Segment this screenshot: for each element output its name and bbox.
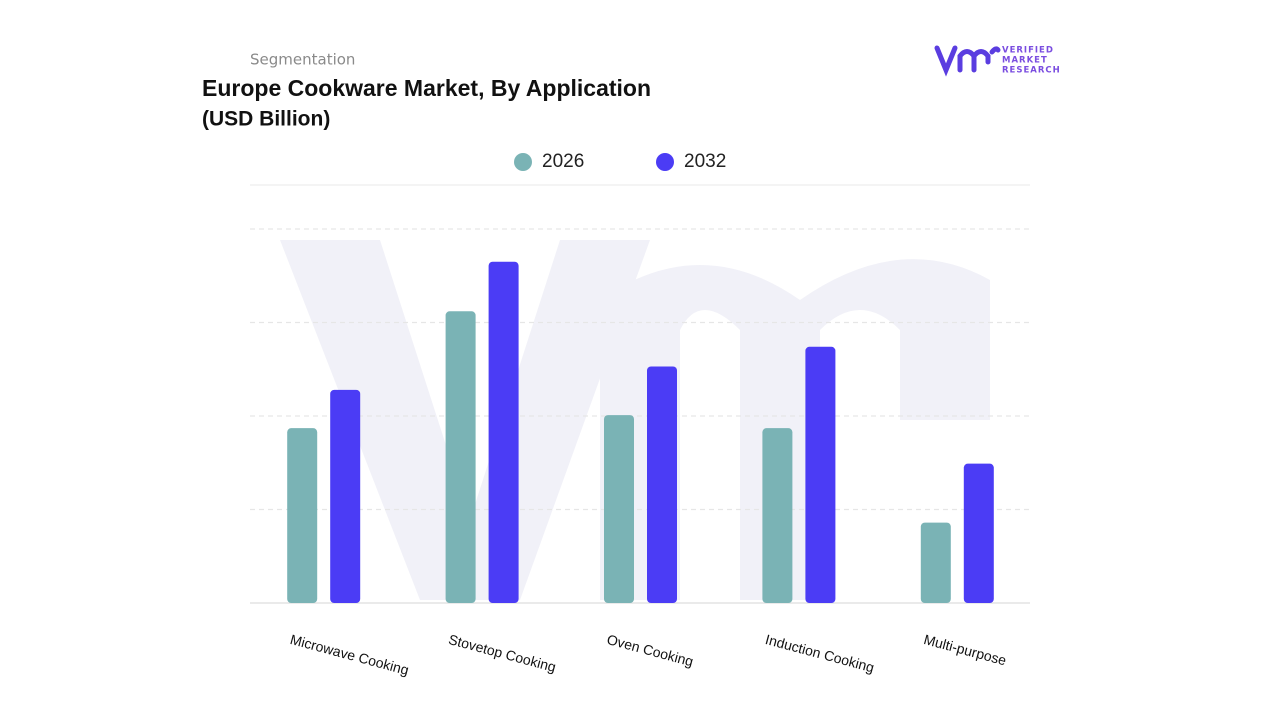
legend-swatch [514,153,532,171]
bar [445,311,476,603]
logo-mark [934,45,1001,77]
legend-label: 2026 [542,151,584,172]
bar [287,428,318,603]
x-tick-label: Stovetop Cooking [447,631,558,675]
bar [488,261,519,603]
bar [920,522,951,603]
bar [805,346,836,603]
bar [647,366,677,603]
logo-text: VERIFIED [1002,46,1054,56]
x-tick-label: Microwave Cooking [288,631,410,678]
bar [330,389,361,603]
overline: Segmentation [250,51,355,69]
x-tick-label: Oven Cooking [605,631,695,669]
logo-text: RESEARCH [1002,66,1061,76]
watermark [280,240,990,600]
bar [762,428,793,603]
x-tick-label: Multi-purpose [922,631,1008,668]
x-tick-label: Induction Cooking [764,631,876,675]
legend-swatch [656,153,674,171]
legend-label: 2032 [684,151,726,172]
bar [963,463,994,603]
bar [604,415,634,603]
chart-title: Europe Cookware Market, By Application [202,75,651,101]
chart-subtitle: (USD Billion) [202,108,330,131]
logo-text: MARKET [1002,56,1048,66]
